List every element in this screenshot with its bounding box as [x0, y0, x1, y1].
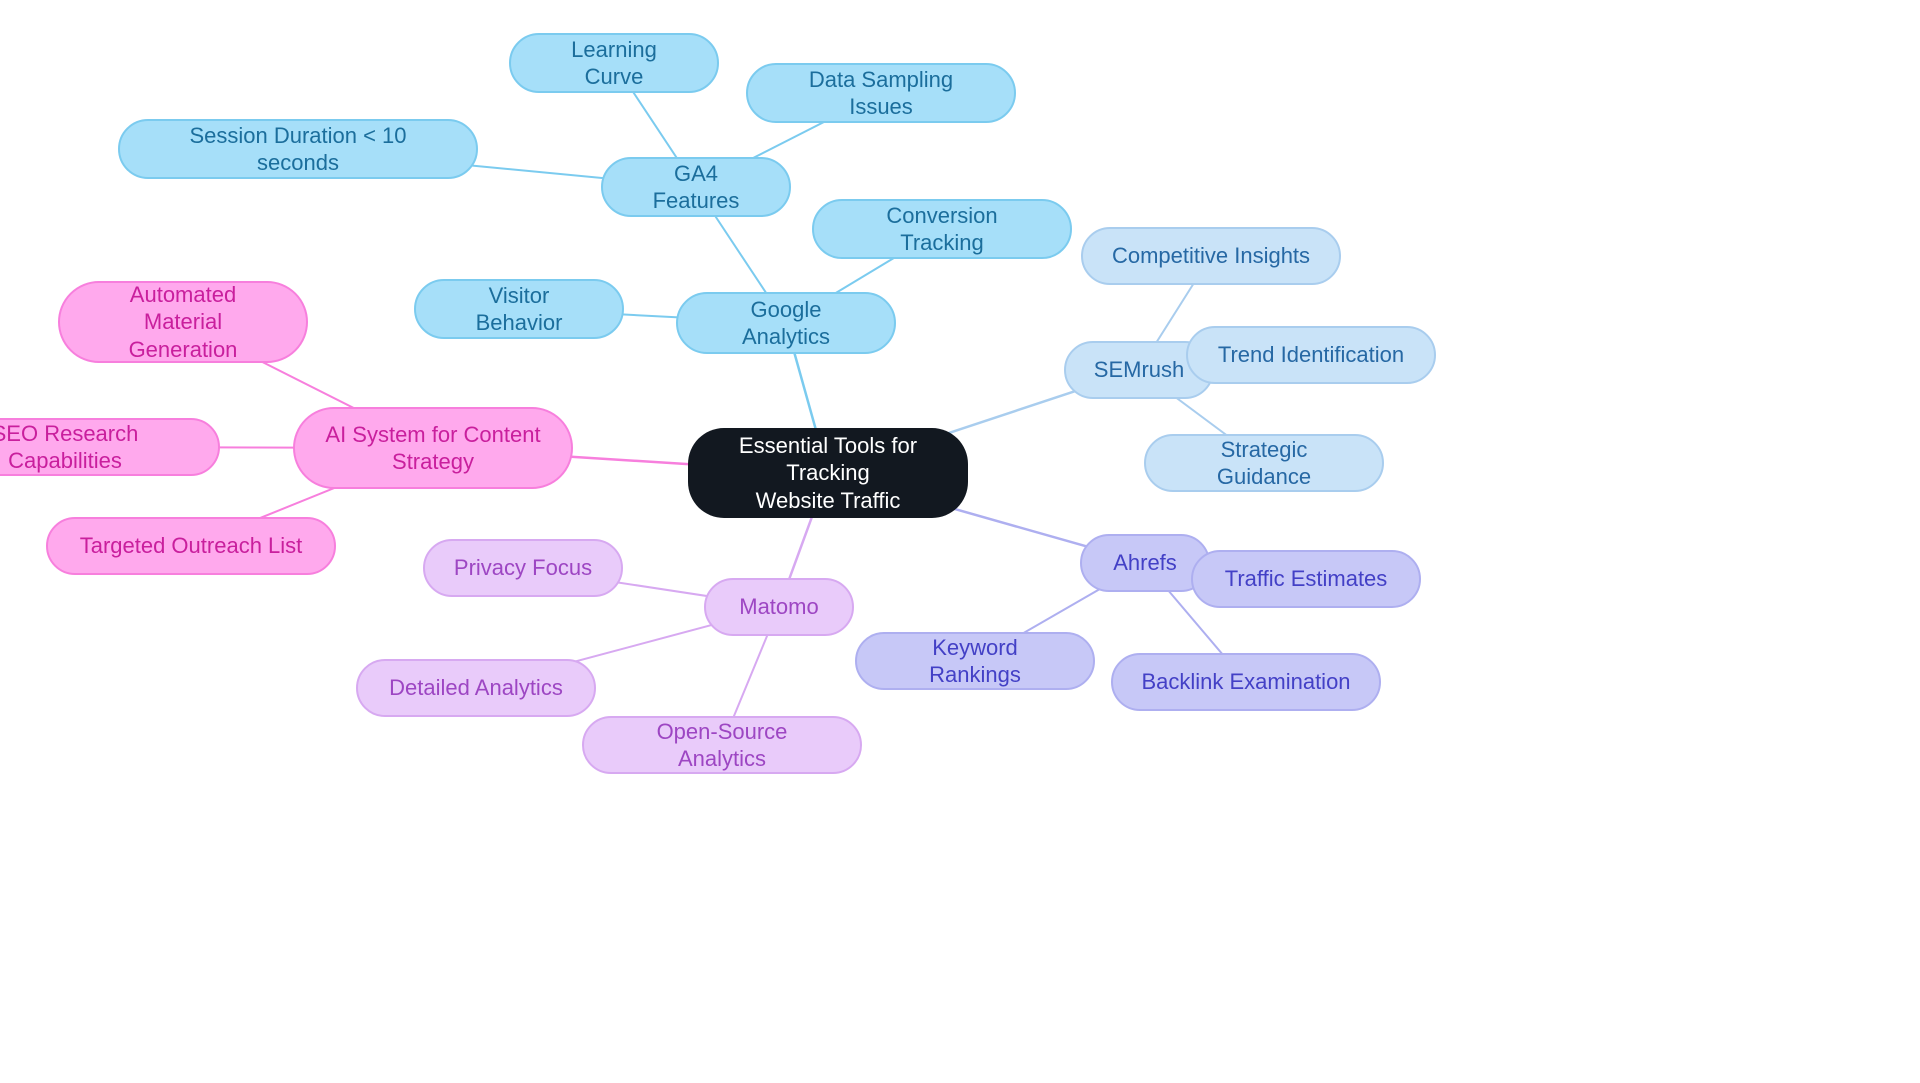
node-label: Keyword Rankings [885, 634, 1065, 689]
node-backlink: Backlink Examination [1111, 653, 1381, 711]
node-label: Backlink Examination [1141, 668, 1350, 696]
node-label: Data Sampling Issues [776, 66, 986, 121]
node-ga: Google Analytics [676, 292, 896, 354]
node-label: Ahrefs [1113, 549, 1177, 577]
node-label: Learning Curve [539, 36, 689, 91]
node-ai: AI System for Content Strategy [293, 407, 573, 489]
node-label: SEO Research Capabilities [0, 420, 190, 475]
node-auto: Automated Material Generation [58, 281, 308, 363]
node-label: Essential Tools for Tracking Website Tra… [716, 432, 940, 515]
mindmap-canvas: Essential Tools for Tracking Website Tra… [0, 0, 1920, 1083]
node-label: Targeted Outreach List [80, 532, 303, 560]
node-label: Conversion Tracking [842, 202, 1042, 257]
node-label: Open-Source Analytics [612, 718, 832, 773]
node-session: Session Duration < 10 seconds [118, 119, 478, 179]
root-node: Essential Tools for Tracking Website Tra… [688, 428, 968, 518]
node-targeted: Targeted Outreach List [46, 517, 336, 575]
node-label: Strategic Guidance [1174, 436, 1354, 491]
node-privacy: Privacy Focus [423, 539, 623, 597]
node-label: GA4 Features [631, 160, 761, 215]
node-label: Privacy Focus [454, 554, 592, 582]
node-ga4: GA4 Features [601, 157, 791, 217]
node-conv: Conversion Tracking [812, 199, 1072, 259]
node-label: Traffic Estimates [1225, 565, 1388, 593]
node-trend: Trend Identification [1186, 326, 1436, 384]
node-comp: Competitive Insights [1081, 227, 1341, 285]
node-label: Trend Identification [1218, 341, 1404, 369]
node-label: Detailed Analytics [389, 674, 563, 702]
node-label: Google Analytics [706, 296, 866, 351]
node-traffic: Traffic Estimates [1191, 550, 1421, 608]
node-keyword: Keyword Rankings [855, 632, 1095, 690]
node-label: Automated Material Generation [88, 281, 278, 364]
node-label: Matomo [739, 593, 818, 621]
node-label: Session Duration < 10 seconds [148, 122, 448, 177]
node-strategic: Strategic Guidance [1144, 434, 1384, 492]
node-open: Open-Source Analytics [582, 716, 862, 774]
node-detailed: Detailed Analytics [356, 659, 596, 717]
node-label: AI System for Content Strategy [325, 421, 540, 476]
node-learning: Learning Curve [509, 33, 719, 93]
node-visitor: Visitor Behavior [414, 279, 624, 339]
node-label: Visitor Behavior [444, 282, 594, 337]
node-matomo: Matomo [704, 578, 854, 636]
node-label: Competitive Insights [1112, 242, 1310, 270]
node-sampling: Data Sampling Issues [746, 63, 1016, 123]
node-seo: SEO Research Capabilities [0, 418, 220, 476]
node-label: SEMrush [1094, 356, 1184, 384]
